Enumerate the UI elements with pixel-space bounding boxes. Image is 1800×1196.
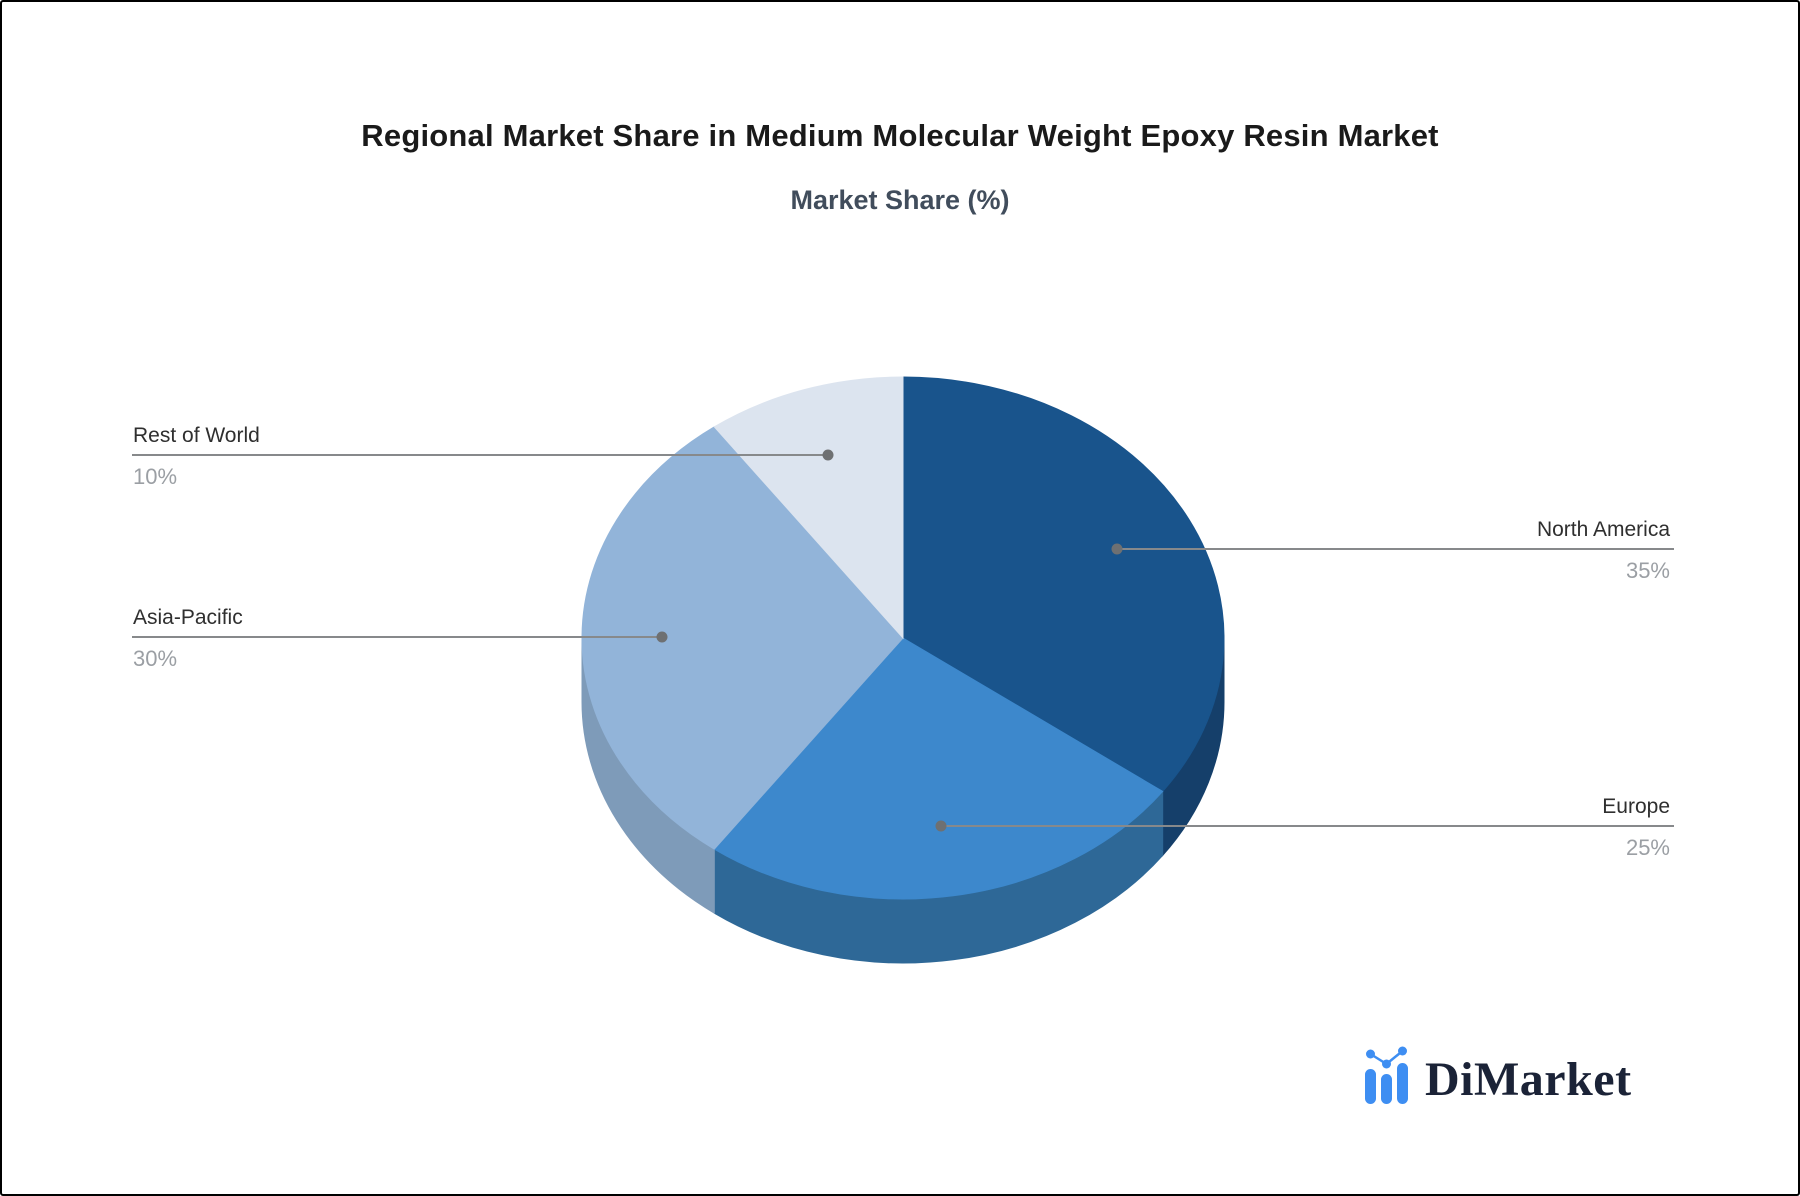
leader-dot-asia-pacific: [656, 631, 668, 643]
slice-label-north-america: North America: [1536, 518, 1670, 541]
bar-chart-logo-icon: [1365, 1046, 1408, 1104]
leader-dot-rest-of-world: [822, 449, 834, 461]
slice-label-asia-pacific: Asia-Pacific: [133, 606, 243, 629]
pie-slice-europe: [713, 637, 1164, 900]
leader-dot-europe: [935, 820, 947, 832]
pie-slice-north-america: [902, 376, 1225, 793]
chart-title: Regional Market Share in Medium Molecula…: [361, 118, 1439, 153]
pie-slice-rest-of-world: [713, 376, 904, 640]
chart-subtitle: Market Share (%): [790, 185, 1010, 215]
logo: DiMarket: [1365, 1044, 1632, 1104]
slice-label-rest-of-world: Rest of World: [133, 424, 260, 447]
leader-dot-north-america: [1111, 543, 1123, 555]
slice-pct-north-america: 35%: [1625, 558, 1670, 583]
slice-pct-asia-pacific: 30%: [133, 646, 178, 671]
slice-label-europe: Europe: [1602, 795, 1670, 818]
slice-pct-rest-of-world: 10%: [133, 464, 178, 489]
logo-text: DiMarket: [1425, 1053, 1632, 1106]
slice-pct-europe: 25%: [1625, 835, 1670, 860]
